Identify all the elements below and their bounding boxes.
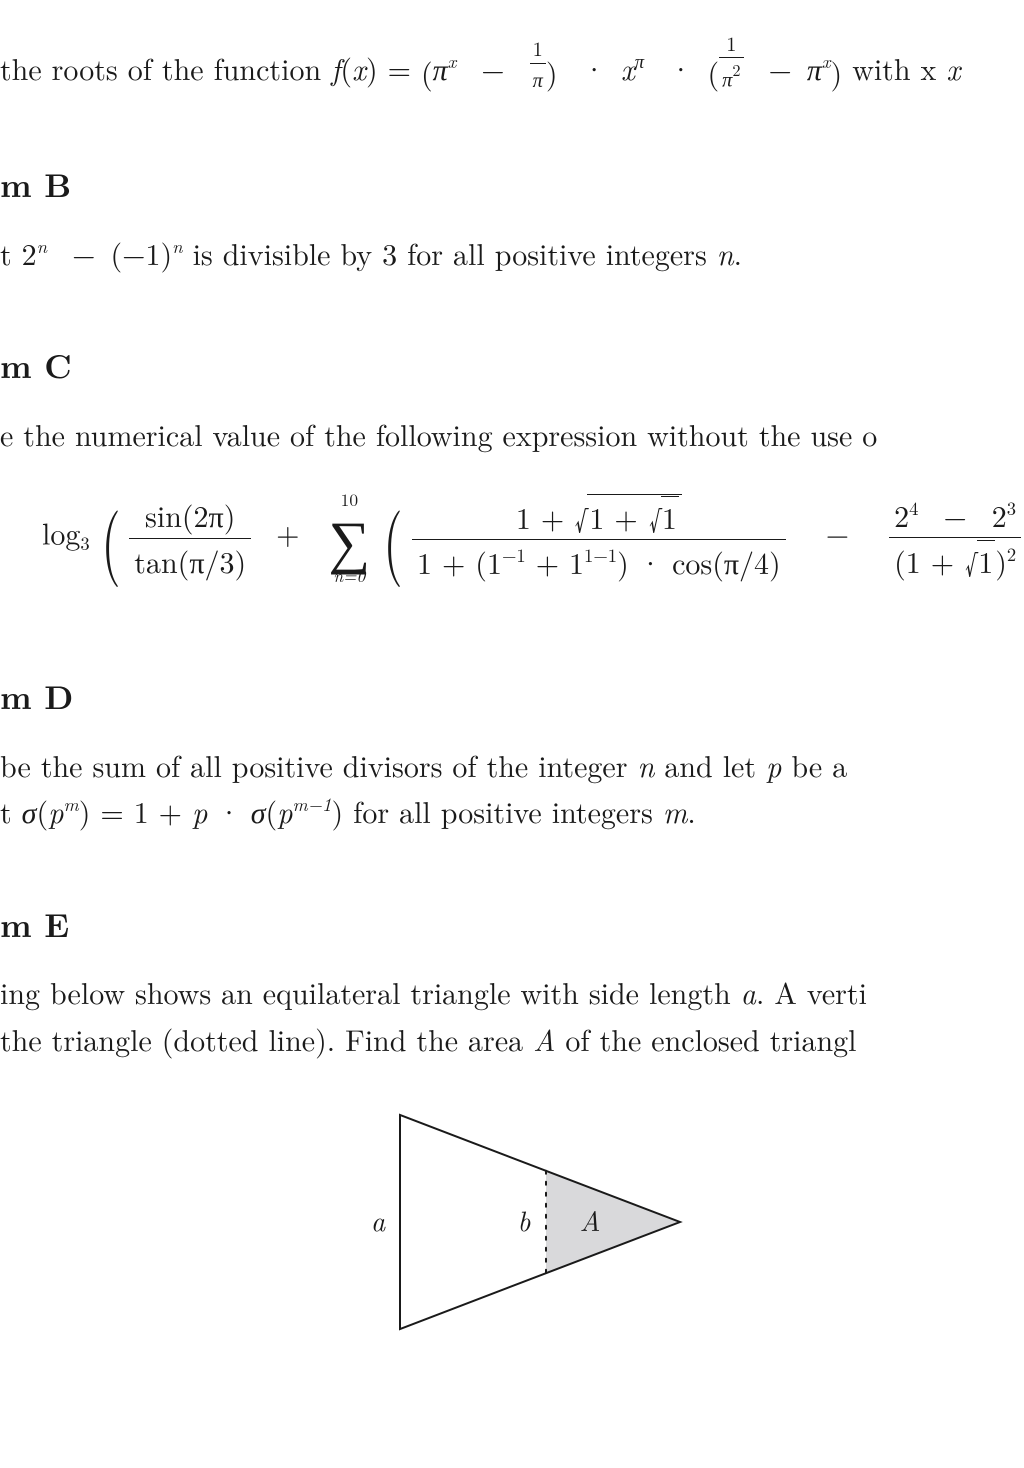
problem-e-line2: the triangle (dotted line). Find the are… [0,1019,1024,1060]
a-frac2: 1 π2 [719,29,743,93]
c-frac3-sqrt-val: 1 [977,540,995,582]
e-l2-a: the triangle (dotted line). Find the are… [0,1017,533,1060]
d-dot2: . [687,789,695,832]
c-intro: e the numerical value of the following e… [0,412,877,455]
c-frac2-den-exp1: −1 [502,542,526,568]
problem-b-text: t 2n − (−1)n is divisible by 3 for all p… [0,233,1024,274]
heading-a-fragment: m A [0,0,1024,3]
c-sum: 10 ∑ n=0 [328,488,370,588]
a-frac2-den-exp: 2 [732,58,740,81]
c-frac2-den-mid: + 1 [526,540,584,583]
c-frac3-2a-exp: 4 [909,495,918,521]
d-l1-a: be the sum of all positive divisors of t… [0,743,637,786]
d-dot: · [207,789,250,832]
problem-d-line1: be the sum of all positive divisors of t… [0,745,1024,786]
e-l2-b: of the enclosed triangl [555,1017,856,1060]
d-pm1-base: p [277,789,292,832]
a-pi1-exp: x [448,47,457,73]
a-pi2: π [807,46,822,89]
triangle-svg: abA [340,1107,700,1337]
c-frac3-2b: 2 [992,493,1007,536]
d-eq1: = 1 + [90,789,192,832]
heading-e-text: m E [0,900,69,947]
c-frac2-den-suf: ) · cos(π/4) [617,540,781,583]
c-frac1-num: sin(2π) [129,495,251,539]
heading-e: m E [0,902,1024,947]
d-sigma2: σ [251,789,266,832]
c-frac2-den-pref: 1 + (1 [417,540,502,583]
e-A: A [533,1017,555,1060]
c-frac1-den: tan(π/3) [129,539,251,582]
triangle-figure: abA [0,1107,1024,1346]
c-frac3: 24 − 23 (1 + 1)2 [889,495,1021,582]
heading-d-text: m D [0,672,73,719]
problem-e-line1: ing below shows an equilateral triangle … [0,972,1024,1013]
d-l1-c: be a [781,743,847,786]
heading-b: m B [0,162,1024,207]
c-frac3-2a: 2 [894,493,909,536]
heading-a-text: m A [0,0,73,3]
a-x: x [621,46,635,89]
d-l2-prefix: t [0,789,22,832]
b-var: n [717,231,734,274]
heading-c: m C [0,343,1024,388]
d-p: p [766,743,781,786]
e-a: a [741,970,756,1013]
d-pm-base: p [48,789,63,832]
a-prefix: the roots of the function [0,46,331,89]
problem-c-intro: e the numerical value of the following e… [0,414,1024,455]
c-frac3-den-exp: 2 [1007,541,1016,567]
c-frac2-den-exp2: 1−1 [584,542,617,568]
c-frac2-num-prefix: 1 + [516,495,574,538]
a-frac2-num: 1 [719,29,743,59]
c-sqrt-inner-val: 1 [661,496,679,538]
c-frac1: sin(2π) tan(π/3) [129,495,251,581]
c-frac3-den-pref: (1 + [894,539,964,582]
d-suffix: for all positive integers [343,789,663,832]
d-sigma1: σ [22,789,37,832]
b-neg1: −1 [122,231,160,274]
b-prefix: t [0,231,22,274]
d-pm-exp: m [63,791,78,817]
a-frac1-den: π [533,64,543,93]
e-l1-a: ing below shows an equilateral triangle … [0,970,741,1013]
problem-d-line2: t σ(pm) = 1 + p · σ(pm−1) for all positi… [0,791,1024,832]
problem-a-text: the roots of the function f(x) = (πx − 1… [0,29,1024,93]
sigma-icon: ∑ [328,512,370,565]
d-p2: p [192,789,207,832]
a-fx: f [331,46,340,89]
d-pm1-exp: m−1 [293,791,332,817]
c-sum-lower: n=0 [333,563,365,588]
a-x-exp: π [635,47,644,73]
c-sqrt-inner: 1 [648,496,679,538]
a-frac1: 1 π [530,34,546,92]
c-sqrt-outer: 1 + 1 [574,494,682,538]
a-pi1: π [433,46,448,89]
d-m: m [663,789,688,832]
d-l1-b: and let [654,743,766,786]
e-l1-b: . A verti [756,970,867,1013]
heading-d: m D [0,674,1024,719]
d-n: n [637,743,654,786]
a-frac1-num: 1 [530,34,546,64]
svg-text:A: A [580,1200,601,1240]
b-dot: . [734,231,742,274]
c-sqrt-inner-pref: 1 + [589,495,647,538]
svg-text:b: b [518,1200,531,1240]
a-suffix: with x [852,46,946,89]
b-2-exp: n [37,233,47,259]
c-frac2: 1 + 1 + 1 1 + (1−1 + 11−1) · cos(π/4) [412,494,786,583]
c-logbase: 3 [80,530,89,556]
problem-c-expression: log3 ( sin(2π) tan(π/3) + 10 ∑ n=0 ( 1 +… [0,488,1024,588]
heading-b-text: m B [0,160,71,207]
c-frac3-2b-exp: 3 [1007,495,1016,521]
b-neg1-exp: n [172,233,182,259]
a-frac2-den: π [722,64,732,93]
c-frac3-sqrt: 1 [964,540,995,582]
svg-text:a: a [371,1200,386,1240]
b-mid: is divisible by 3 for all positive integ… [193,231,717,274]
b-2: 2 [22,231,37,274]
a-pi2-exp: x [822,47,831,73]
heading-c-text: m C [0,341,72,388]
